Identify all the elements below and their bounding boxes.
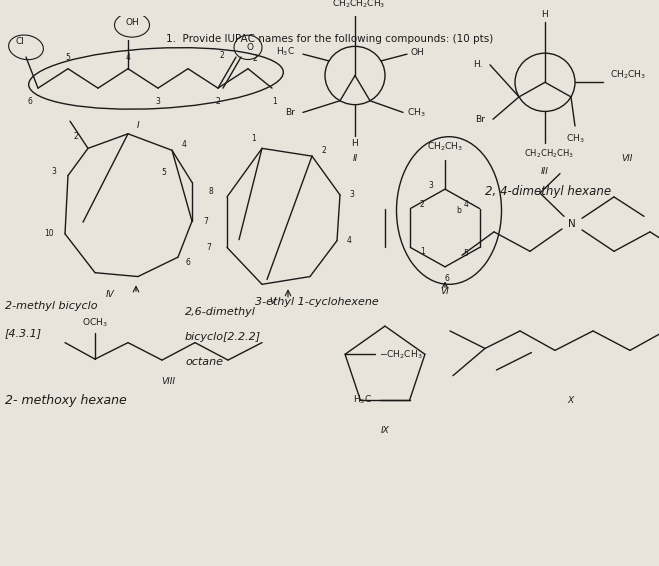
Text: VII: VII xyxy=(621,153,633,162)
Text: 2, 4-dimethyl hexane: 2, 4-dimethyl hexane xyxy=(485,185,611,198)
Text: 4: 4 xyxy=(126,53,130,62)
Text: VI: VI xyxy=(441,286,449,295)
Text: OH: OH xyxy=(125,18,139,27)
Text: $\mathregular{H_3C}$: $\mathregular{H_3C}$ xyxy=(353,393,372,406)
Text: III: III xyxy=(541,167,549,176)
Text: 2-methyl bicyclo: 2-methyl bicyclo xyxy=(5,301,98,311)
Text: 3: 3 xyxy=(428,181,434,190)
Text: H: H xyxy=(352,139,358,148)
Text: 1: 1 xyxy=(420,247,425,256)
Text: $\mathregular{CH_2CH_2CH_3}$: $\mathregular{CH_2CH_2CH_3}$ xyxy=(332,0,386,10)
Text: 2- methoxy hexane: 2- methoxy hexane xyxy=(5,395,127,408)
Text: 2,6-dimethyl: 2,6-dimethyl xyxy=(185,307,256,316)
Text: 5: 5 xyxy=(65,53,71,62)
Text: 5: 5 xyxy=(463,248,468,258)
Text: octane: octane xyxy=(185,357,223,367)
Text: $\mathregular{CH_3}$: $\mathregular{CH_3}$ xyxy=(407,106,426,119)
Text: 6: 6 xyxy=(186,259,190,268)
Text: IX: IX xyxy=(381,426,389,435)
Text: O: O xyxy=(246,43,254,52)
Text: $\mathregular{OCH_3}$: $\mathregular{OCH_3}$ xyxy=(82,317,108,329)
Text: 3: 3 xyxy=(51,167,57,176)
Text: IV: IV xyxy=(105,290,115,298)
Text: Cl: Cl xyxy=(16,37,24,46)
Text: 7: 7 xyxy=(204,217,208,226)
Text: 6: 6 xyxy=(445,274,449,283)
Text: 2: 2 xyxy=(322,146,326,155)
Text: Br: Br xyxy=(475,115,485,124)
Text: 2: 2 xyxy=(219,50,224,59)
Text: N: N xyxy=(568,219,576,229)
Text: 8: 8 xyxy=(209,187,214,196)
Text: H: H xyxy=(542,10,548,19)
Text: 6: 6 xyxy=(28,97,32,106)
Text: 7: 7 xyxy=(206,243,212,252)
Text: 4: 4 xyxy=(182,140,186,149)
Text: 2: 2 xyxy=(74,132,78,141)
Text: $\mathregular{CH_3}$: $\mathregular{CH_3}$ xyxy=(565,132,585,145)
Text: VIII: VIII xyxy=(161,377,175,386)
Text: [4.3.1]: [4.3.1] xyxy=(5,328,42,338)
Text: $\mathregular{CH_2CH_3}$: $\mathregular{CH_2CH_3}$ xyxy=(610,68,646,81)
Text: I: I xyxy=(136,121,139,130)
Text: Br: Br xyxy=(285,108,295,117)
Text: 3: 3 xyxy=(349,191,355,199)
Text: 2: 2 xyxy=(215,97,220,106)
Text: $\mathregular{CH_2CH_2CH_3}$: $\mathregular{CH_2CH_2CH_3}$ xyxy=(524,148,574,160)
Text: OH: OH xyxy=(411,48,425,57)
Text: 3-ethyl 1-cyclohexene: 3-ethyl 1-cyclohexene xyxy=(255,297,379,307)
Text: II: II xyxy=(353,153,358,162)
Text: $\mathregular{H_3C}$: $\mathregular{H_3C}$ xyxy=(276,46,295,58)
Text: 5: 5 xyxy=(161,168,167,177)
Text: 1: 1 xyxy=(273,97,277,106)
Text: bicyclo[2.2.2]: bicyclo[2.2.2] xyxy=(185,332,261,342)
Text: 2: 2 xyxy=(420,200,425,209)
Text: 4: 4 xyxy=(463,200,468,209)
Text: b: b xyxy=(457,206,461,215)
Text: 2: 2 xyxy=(252,54,258,63)
Text: 1.  Provide IUPAC names for the following compounds: (10 pts): 1. Provide IUPAC names for the following… xyxy=(166,34,494,44)
Text: 10: 10 xyxy=(44,229,54,238)
Text: X: X xyxy=(567,396,573,405)
Text: 3: 3 xyxy=(156,97,160,106)
Text: $\mathregular{CH_2CH_3}$: $\mathregular{CH_2CH_3}$ xyxy=(427,140,463,153)
Text: 1: 1 xyxy=(252,134,256,143)
Text: H.: H. xyxy=(474,61,483,69)
Text: $\mathregular{-CH_2CH_3}$: $\mathregular{-CH_2CH_3}$ xyxy=(379,348,422,361)
Text: 4: 4 xyxy=(347,236,351,245)
Text: V: V xyxy=(269,297,275,306)
